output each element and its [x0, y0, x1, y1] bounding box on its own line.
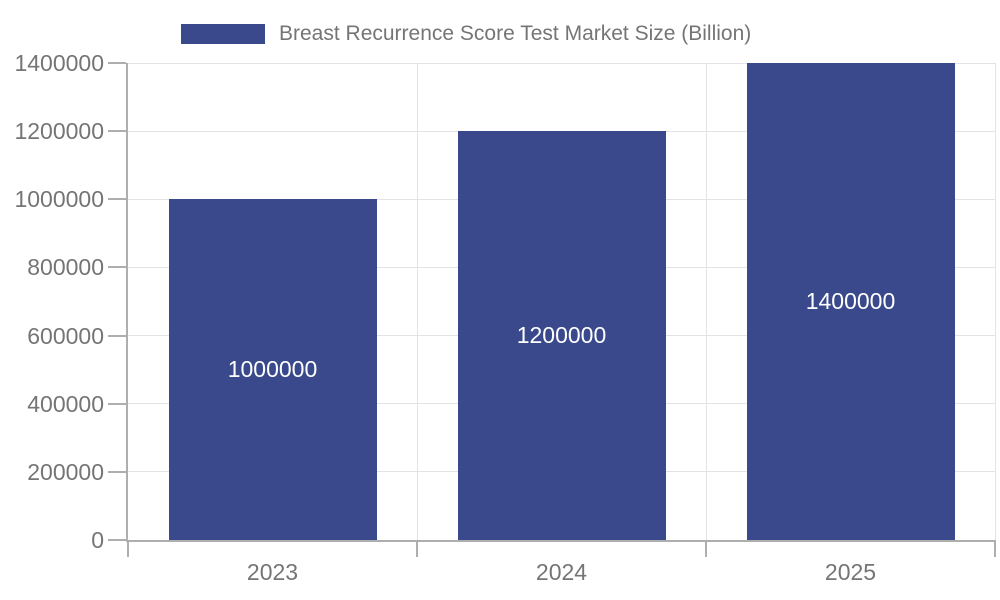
x-tick-label: 2023 — [246, 559, 299, 585]
x-tick-mark — [705, 540, 707, 557]
y-tick-label: 1000000 — [14, 186, 104, 213]
bar-value-label: 1000000 — [227, 356, 318, 383]
y-tick-label: 1400000 — [14, 50, 104, 76]
x-tick-mark — [416, 540, 418, 557]
y-tick-mark — [108, 402, 126, 405]
v-gridline — [994, 63, 996, 540]
bar: 1000000 — [168, 199, 377, 540]
y-tick-label: 200000 — [27, 458, 104, 485]
legend[interactable]: Breast Recurrence Score Test Market Size… — [181, 22, 751, 46]
y-tick-mark — [108, 334, 126, 337]
bar: 1200000 — [457, 131, 666, 540]
y-tick-mark — [108, 198, 126, 201]
y-tick-label: 1200000 — [14, 118, 104, 145]
x-axis-line — [126, 540, 995, 542]
x-tick-label: 2024 — [535, 559, 588, 585]
y-axis-line — [126, 63, 128, 542]
x-tick-label: 2025 — [824, 559, 877, 585]
y-tick-mark — [108, 62, 126, 64]
y-tick-label: 400000 — [27, 390, 104, 417]
v-gridline — [705, 63, 707, 540]
y-tick-label: 0 — [91, 527, 104, 553]
x-tick-mark — [127, 540, 129, 557]
legend-label: Breast Recurrence Score Test Market Size… — [279, 22, 752, 45]
bar-value-label: 1200000 — [516, 322, 607, 349]
bar-value-label: 1400000 — [805, 288, 896, 314]
h-gridline — [128, 62, 995, 64]
v-gridline — [416, 63, 418, 540]
bar: 1400000 — [746, 63, 955, 540]
y-tick-mark — [108, 130, 126, 133]
y-tick-mark — [108, 539, 126, 541]
legend-swatch — [181, 24, 265, 44]
y-tick-label: 800000 — [27, 254, 104, 281]
y-tick-mark — [108, 266, 126, 269]
x-tick-mark — [994, 540, 996, 557]
y-tick-mark — [108, 470, 126, 473]
y-tick-label: 600000 — [27, 322, 104, 349]
